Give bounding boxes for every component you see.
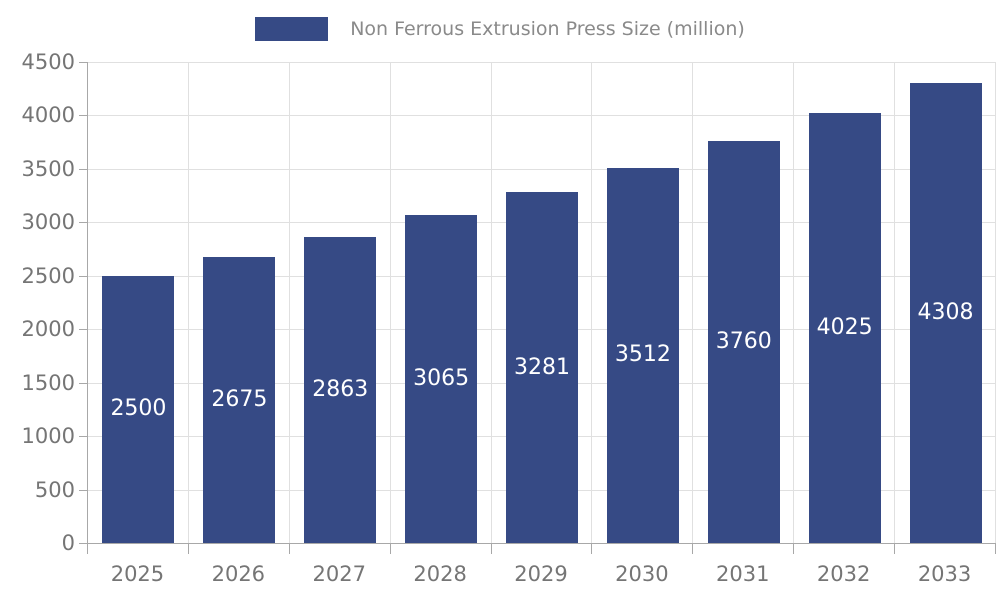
y-axis-tick-label: 1500: [21, 370, 75, 395]
bar-2032[interactable]: 4025: [808, 112, 881, 543]
bar-2028[interactable]: 3065: [405, 215, 478, 543]
y-axis-tick: [79, 275, 87, 277]
y-axis-tick-label: 2500: [21, 263, 75, 288]
x-axis-tick: [793, 544, 795, 554]
y-axis-tick: [79, 62, 87, 63]
v-gridline: [591, 62, 593, 543]
x-axis-tick-label: 2026: [211, 562, 266, 586]
bar-2029[interactable]: 3281: [506, 192, 578, 543]
v-gridline: [389, 62, 391, 543]
v-gridline: [692, 62, 694, 543]
bar-2025[interactable]: 2500: [102, 275, 175, 543]
y-axis-tick: [79, 168, 87, 170]
plot-area: 2500 2675 2863 3065 3281 3512 3760 4025 4308: [87, 62, 996, 544]
bar-2030[interactable]: 3512: [606, 167, 679, 543]
x-axis-tick-label: 2031: [716, 562, 770, 586]
v-gridline: [288, 62, 290, 543]
y-axis-tick-label: 4500: [21, 50, 75, 74]
h-gridline: [88, 115, 996, 117]
x-axis-tick-label: 2027: [312, 562, 366, 586]
y-axis-tick: [79, 543, 87, 544]
x-axis-tick: [490, 544, 492, 554]
h-gridline: [88, 168, 996, 170]
y-axis-tick: [79, 329, 87, 331]
x-axis-tick-label: 2028: [413, 562, 467, 586]
x-axis-tick-label: 2030: [615, 562, 669, 586]
y-axis-tick-label: 1000: [21, 424, 75, 449]
bar-value-label: 3760: [715, 329, 772, 355]
x-axis-tick: [692, 544, 694, 554]
x-axis-tick: [187, 544, 189, 554]
bar-value-label: 4308: [917, 299, 974, 325]
bar-2031[interactable]: 3760: [707, 141, 780, 543]
chart-legend[interactable]: Non Ferrous Extrusion Press Size (millio…: [0, 16, 1000, 42]
y-axis-tick: [79, 222, 87, 224]
v-gridline: [793, 62, 795, 543]
x-axis-tick-label: 2033: [917, 562, 972, 586]
x-axis-tick-label: 2032: [816, 562, 871, 586]
legend-label: Non Ferrous Extrusion Press Size (millio…: [350, 18, 745, 40]
x-axis-tick: [87, 544, 88, 554]
x-axis-tick-label: 2029: [514, 562, 568, 586]
y-axis-tick: [79, 489, 87, 491]
x-axis-tick-label: 2025: [110, 562, 165, 586]
v-gridline: [187, 62, 189, 543]
x-axis-tick: [894, 544, 896, 554]
x-axis-tick: [995, 544, 996, 554]
y-axis-tick: [79, 382, 87, 384]
bar-value-label: 2863: [312, 376, 369, 402]
bar-2033[interactable]: 4308: [909, 82, 982, 543]
y-axis-tick: [79, 115, 87, 117]
y-axis-tick: [79, 436, 87, 438]
bar-value-label: 2675: [211, 387, 268, 413]
v-gridline: [490, 62, 492, 543]
bar-2026[interactable]: 2675: [203, 257, 276, 543]
bar-value-label: 3065: [413, 366, 470, 392]
x-axis-tick: [591, 544, 593, 554]
bar-value-label: 3281: [514, 354, 570, 380]
v-gridline: [894, 62, 896, 543]
y-axis-tick-label: 3500: [21, 156, 75, 181]
y-axis-tick-label: 0: [61, 531, 75, 555]
bar-value-label: 2500: [110, 396, 167, 422]
x-axis-tick: [389, 544, 391, 554]
bar-value-label: 3512: [614, 342, 671, 368]
bar-value-label: 4025: [816, 314, 873, 340]
x-axis-tick: [288, 544, 290, 554]
y-axis-tick-label: 4000: [21, 103, 75, 128]
y-axis-tick-label: 500: [34, 477, 75, 502]
legend-swatch[interactable]: [255, 17, 329, 41]
v-gridline: [995, 62, 996, 543]
bar-2027[interactable]: 2863: [304, 236, 377, 543]
y-axis-tick-label: 2000: [21, 317, 75, 342]
h-gridline: [88, 62, 996, 63]
y-axis-tick-label: 3000: [21, 210, 75, 235]
